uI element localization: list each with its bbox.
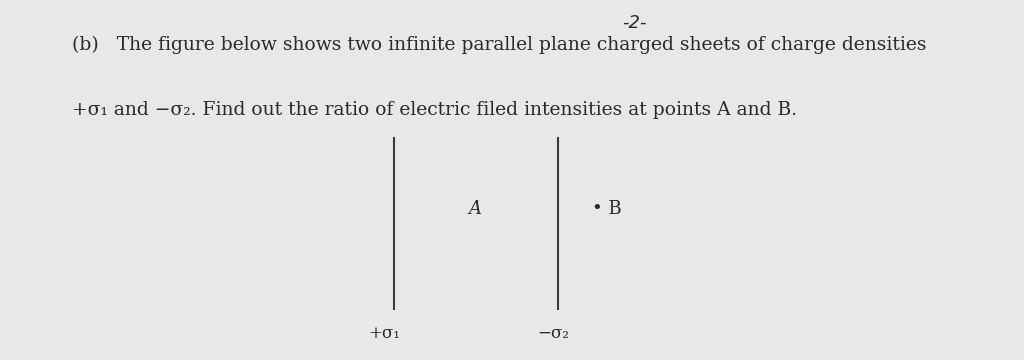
Text: +σ₁: +σ₁ bbox=[369, 325, 400, 342]
Text: −σ₂: −σ₂ bbox=[538, 325, 569, 342]
Text: +σ₁ and −σ₂. Find out the ratio of electric filed intensities at points A and B.: +σ₁ and −σ₂. Find out the ratio of elect… bbox=[72, 101, 797, 119]
Text: -2-: -2- bbox=[623, 14, 647, 32]
Text: • B: • B bbox=[592, 200, 622, 218]
Text: Ȧ: Ȧ bbox=[469, 200, 481, 218]
Text: (b)   The figure below shows two infinite parallel plane charged sheets of charg: (b) The figure below shows two infinite … bbox=[72, 36, 926, 54]
